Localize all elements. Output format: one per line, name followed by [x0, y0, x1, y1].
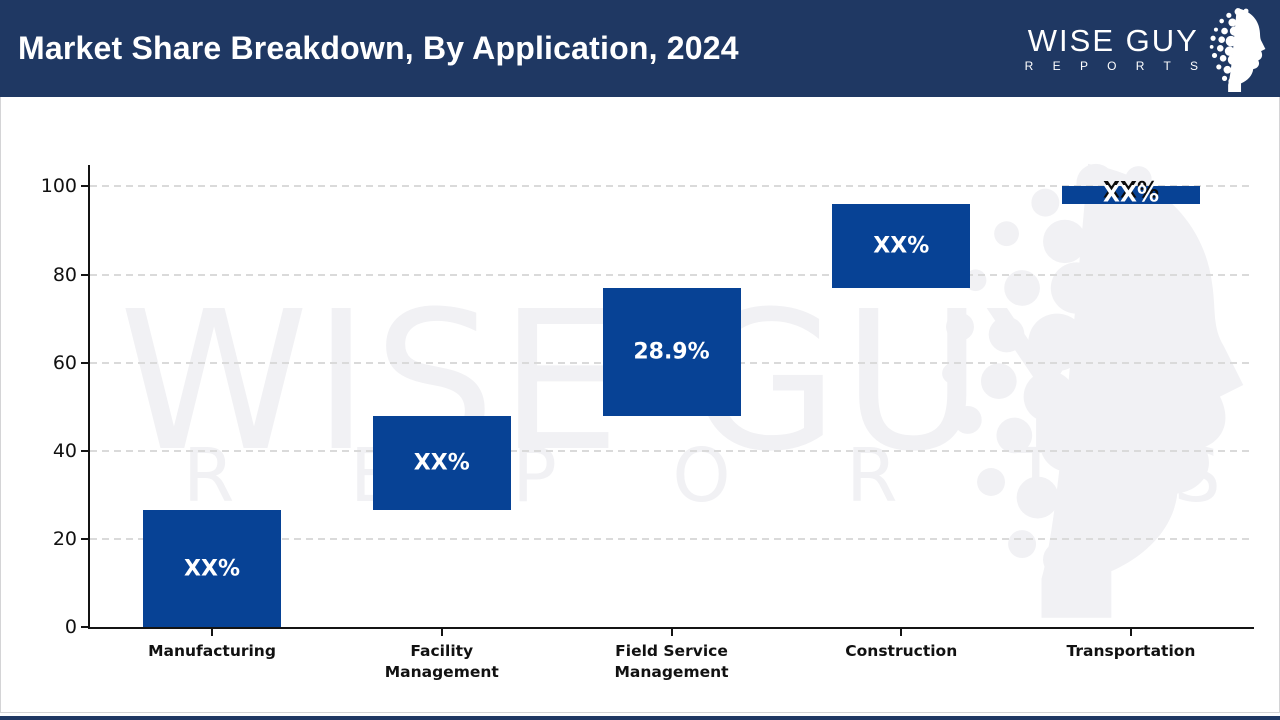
x-tick-label-manufacturing: Manufacturing: [148, 642, 276, 660]
y-tick-label-20: 20: [52, 527, 77, 550]
wiseguy-logo-line1: WISE GUY: [1027, 22, 1199, 58]
wiseguy-logo-text: WISE GUY R E P O R T S: [1021, 25, 1206, 73]
bar-field-service-management: [602, 288, 741, 416]
y-tick-label-0: 0: [64, 616, 77, 638]
y-tick-mark-20: [81, 537, 89, 540]
x-tick-label-facility-management: Facility Management: [384, 642, 499, 681]
y-tick-mark-100: [81, 185, 89, 188]
header: Market Share Breakdown, By Application, …: [0, 0, 1280, 97]
page-title: Market Share Breakdown, By Application, …: [18, 30, 739, 66]
x-tick-mark-manufacturing: [211, 629, 213, 636]
x-tick-mark-facility-management: [440, 629, 443, 636]
y-tick-mark-60: [81, 361, 89, 364]
gridline-100: [90, 185, 1254, 188]
y-tick-mark-0: [81, 626, 89, 628]
footer-bar: [0, 716, 1280, 720]
y-tick-label-60: 60: [52, 351, 77, 374]
bar-label-facility-management: XX%: [413, 450, 470, 476]
x-tick-label-construction: Construction: [845, 642, 958, 660]
bar-label-field-service-management: 28.9%: [633, 339, 710, 365]
bar-label-manufacturing: XX%: [184, 556, 240, 582]
bar-construction: [832, 203, 971, 289]
gridline-20: [90, 537, 1254, 540]
gridline-80: [90, 273, 1254, 276]
y-tick-label-40: 40: [52, 439, 77, 462]
bar-label-construction: XX%: [873, 233, 930, 259]
chart-area: WISE GUY R E P O R T S 0 20 40 60 80 100 XX% XX…: [0, 97, 1280, 713]
wiseguy-logo: WISE GUY R E P O R T S: [1021, 6, 1280, 92]
x-tick-mark-construction: [900, 629, 903, 636]
x-tick-mark-field-service-management: [670, 629, 673, 636]
y-tick-label-80: 80: [52, 263, 77, 286]
bar-label-transportation: XX%: [1103, 182, 1159, 208]
x-tick-mark-transportation: [1130, 629, 1132, 636]
wiseguy-face-icon: [1209, 7, 1266, 92]
y-tick-mark-80: [81, 273, 89, 276]
wiseguy-logo-line2: R E P O R T S: [1024, 58, 1206, 73]
gridline-40: [90, 449, 1254, 452]
x-axis: [88, 627, 1254, 629]
y-tick-label-100: 100: [40, 175, 77, 198]
x-tick-label-transportation: Transportation: [1066, 642, 1196, 660]
y-axis: [88, 165, 90, 629]
bar-manufacturing: [143, 510, 281, 627]
y-tick-mark-40: [81, 449, 89, 452]
x-tick-label-field-service-management: Field Service Management: [614, 642, 729, 681]
bar-facility-management: [372, 415, 511, 511]
plot-area: 0 20 40 60 80 100 XX% XX% 28.9% XX% XX% XX% Manufact…: [1, 97, 1279, 712]
